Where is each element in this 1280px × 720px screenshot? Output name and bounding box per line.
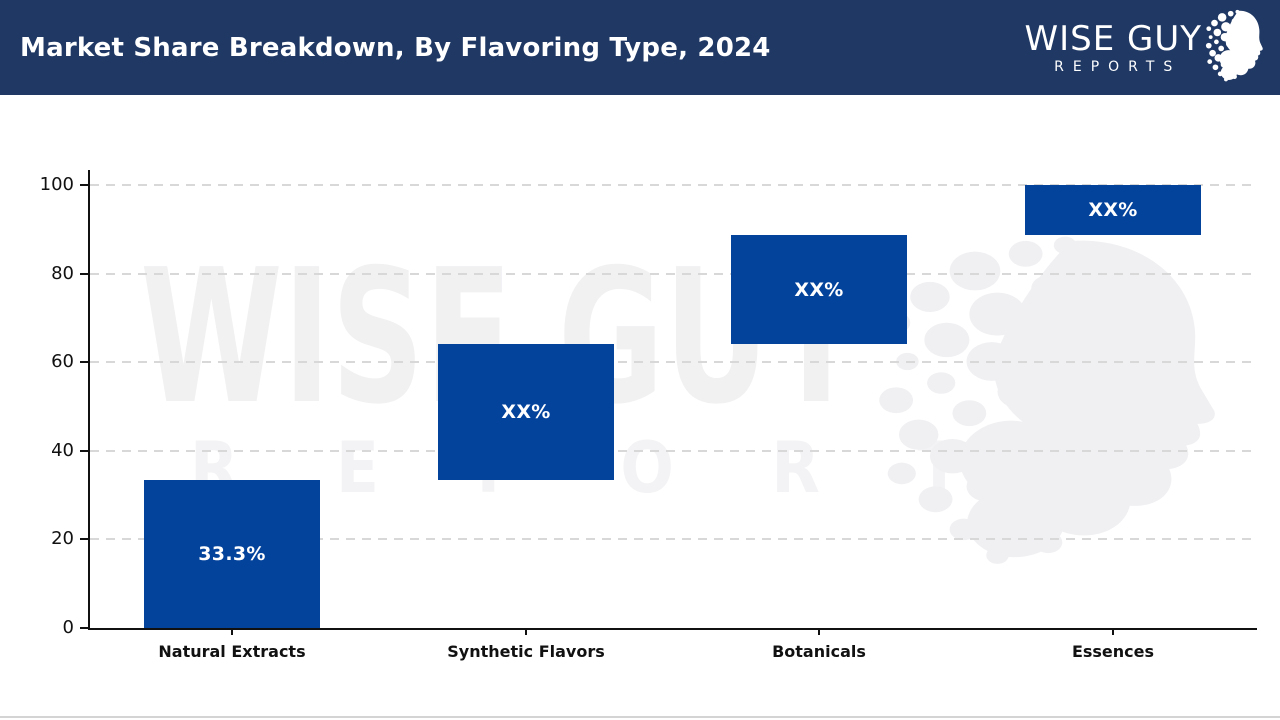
y-tick-label: 0 bbox=[62, 617, 74, 638]
gridline bbox=[90, 538, 1257, 541]
header: Market Share Breakdown, By Flavoring Typ… bbox=[0, 0, 1280, 95]
bar: 33.3% bbox=[144, 480, 320, 628]
y-tick-label: 100 bbox=[39, 174, 74, 195]
y-tick-mark bbox=[80, 361, 88, 364]
y-tick-label: 20 bbox=[51, 528, 74, 550]
y-tick-mark bbox=[80, 184, 88, 186]
y-tick-mark bbox=[80, 272, 88, 275]
bar-value-label: XX% bbox=[1088, 199, 1138, 222]
x-tick-label: Botanicals bbox=[772, 642, 866, 661]
y-tick-mark bbox=[80, 449, 88, 452]
brand-logo-text: WISE GUY REPORTS bbox=[1024, 22, 1202, 74]
y-tick-mark bbox=[80, 627, 88, 629]
x-tick-label: Synthetic Flavors bbox=[447, 642, 605, 661]
gridline bbox=[90, 184, 1257, 186]
x-tick-mark bbox=[818, 628, 820, 635]
chart-canvas: WISE GUY R E P O R T S 0 20 40 60 80 100 33.3%… bbox=[0, 95, 1280, 720]
y-tick-label: 80 bbox=[51, 262, 74, 284]
y-tick-label: 40 bbox=[51, 439, 74, 461]
brand-subtitle: REPORTS bbox=[1054, 58, 1182, 75]
bar: XX% bbox=[731, 235, 907, 345]
bar-value-label: XX% bbox=[794, 278, 844, 301]
x-tick-mark bbox=[1112, 628, 1114, 635]
gridline bbox=[90, 272, 1257, 275]
bottom-border bbox=[0, 716, 1280, 718]
x-tick-label: Natural Extracts bbox=[158, 642, 306, 661]
bar-value-label: 33.3% bbox=[198, 543, 266, 566]
brand-name: WISE GUY bbox=[1024, 18, 1202, 59]
bar: XX% bbox=[1025, 185, 1201, 236]
x-tick-mark bbox=[525, 628, 527, 635]
gridline bbox=[90, 361, 1257, 364]
bar-value-label: XX% bbox=[501, 401, 551, 424]
brand-logo: WISE GUY REPORTS bbox=[1024, 8, 1266, 88]
y-tick-label: 60 bbox=[51, 351, 74, 373]
plot-area: 0 20 40 60 80 100 33.3% Natural Extracts XX% Synt… bbox=[40, 170, 1257, 661]
y-tick-mark bbox=[80, 538, 88, 541]
gridline bbox=[90, 449, 1257, 452]
page-title: Market Share Breakdown, By Flavoring Typ… bbox=[20, 32, 771, 63]
bar: XX% bbox=[438, 344, 614, 481]
x-tick-mark bbox=[231, 628, 233, 635]
brand-head-icon bbox=[1204, 8, 1266, 88]
x-tick-label: Essences bbox=[1071, 642, 1155, 661]
